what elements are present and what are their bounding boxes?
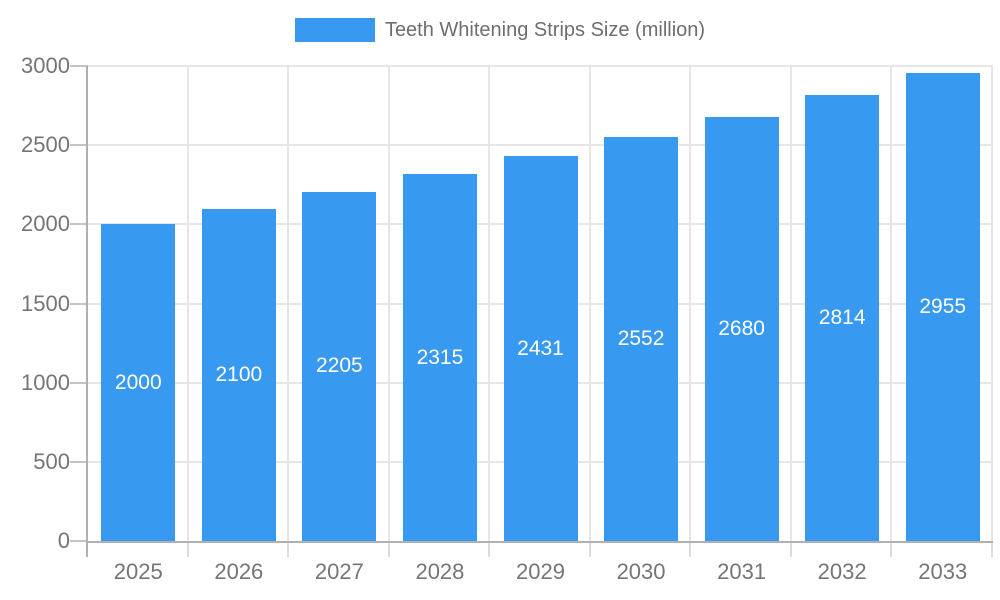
gridline-vertical bbox=[186, 66, 189, 541]
gridline-vertical bbox=[689, 66, 692, 541]
bar-2027[interactable]: 2205 bbox=[302, 191, 377, 541]
y-axis-tick bbox=[70, 144, 88, 147]
bar-2030[interactable]: 2552 bbox=[604, 136, 679, 541]
gridline-horizontal bbox=[88, 65, 993, 67]
y-axis-tick bbox=[70, 223, 88, 226]
gridline-vertical bbox=[287, 66, 290, 541]
bar-value-label: 2680 bbox=[718, 316, 765, 340]
x-axis-tick bbox=[991, 543, 993, 557]
y-tick-label: 1000 bbox=[21, 369, 70, 395]
y-tick-label: 0 bbox=[57, 528, 70, 553]
y-axis-tick bbox=[70, 381, 88, 384]
x-tick-label: 2028 bbox=[415, 559, 465, 584]
x-tick-label: 2033 bbox=[918, 559, 968, 584]
x-axis-tick bbox=[488, 543, 491, 557]
bar-2028[interactable]: 2315 bbox=[402, 174, 477, 541]
y-axis-tick bbox=[70, 302, 88, 305]
bar-value-label: 2000 bbox=[114, 370, 162, 394]
bar-2029[interactable]: 2431 bbox=[503, 156, 578, 541]
x-tick-label: 2027 bbox=[314, 559, 364, 584]
gridline-vertical bbox=[588, 66, 591, 541]
gridline-vertical bbox=[890, 66, 893, 541]
y-tick-label: 2500 bbox=[21, 132, 70, 158]
x-tick-label: 2029 bbox=[516, 559, 565, 584]
plot-area: 2000 2100 2205 2315 2431 2552 2680 2814 2955 bbox=[88, 65, 993, 541]
chart-legend[interactable]: Teeth Whitening Strips Size (million) bbox=[0, 18, 1000, 42]
y-tick-label: 2000 bbox=[21, 211, 70, 237]
y-axis-tick bbox=[70, 65, 88, 67]
bar-value-label: 2814 bbox=[818, 306, 866, 330]
bar-2031[interactable]: 2680 bbox=[704, 116, 779, 541]
x-axis-tick bbox=[789, 543, 792, 557]
bar-value-label: 2205 bbox=[316, 354, 363, 378]
bar-value-label: 2100 bbox=[215, 362, 263, 386]
x-axis-tick bbox=[287, 543, 290, 557]
x-axis-tick bbox=[890, 543, 893, 557]
y-tick-label: 1500 bbox=[21, 290, 70, 316]
x-axis-tick bbox=[387, 543, 390, 557]
bar-value-label: 2552 bbox=[617, 326, 665, 350]
x-axis-tick bbox=[588, 543, 591, 557]
bar-value-label: 2955 bbox=[919, 295, 967, 319]
y-tick-label: 3000 bbox=[21, 53, 70, 78]
x-tick-label: 2026 bbox=[214, 559, 264, 584]
legend-label: Teeth Whitening Strips Size (million) bbox=[384, 19, 706, 41]
bar-value-label: 2315 bbox=[416, 345, 464, 369]
gridline-vertical bbox=[789, 66, 792, 541]
gridline-horizontal bbox=[88, 144, 993, 147]
x-tick-label: 2032 bbox=[817, 559, 867, 584]
y-axis-tick bbox=[70, 540, 88, 542]
y-tick-label: 500 bbox=[33, 448, 70, 474]
bar-2032[interactable]: 2814 bbox=[805, 95, 880, 541]
bar-2026[interactable]: 2100 bbox=[201, 208, 276, 541]
x-tick-label: 2025 bbox=[113, 559, 163, 584]
y-axis-line bbox=[86, 66, 88, 557]
bar-2033[interactable]: 2955 bbox=[905, 73, 980, 541]
x-axis-tick bbox=[689, 543, 692, 557]
gridline-vertical bbox=[488, 66, 491, 541]
gridline-vertical bbox=[991, 66, 993, 541]
x-tick-label: 2031 bbox=[717, 559, 767, 584]
legend-swatch-icon bbox=[294, 18, 375, 42]
gridline-vertical bbox=[387, 66, 390, 541]
x-tick-label: 2030 bbox=[616, 559, 666, 584]
y-axis-tick bbox=[70, 460, 88, 463]
x-axis-line bbox=[86, 541, 993, 543]
bar-value-label: 2431 bbox=[517, 336, 564, 360]
bar-2025[interactable]: 2000 bbox=[101, 224, 176, 541]
x-axis-tick bbox=[186, 543, 189, 557]
